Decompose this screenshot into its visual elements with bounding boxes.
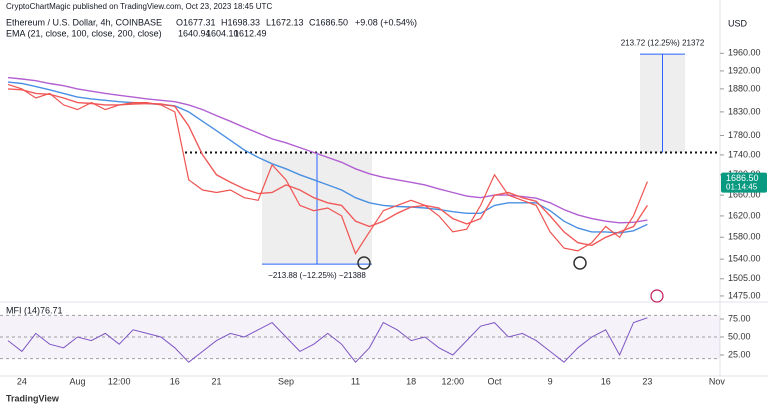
y-tick-label: 1920.00 [728,65,761,75]
footer: TradingView [6,393,60,403]
x-tick-label: 18 [406,376,416,386]
y-tick-label: 1580.00 [728,232,761,242]
series-line [7,83,648,255]
ema-title: EMA (21, close, 100, close, 200, close) [6,28,162,38]
y-tick-label: 1740.00 [728,149,761,159]
y-tick-label: 1880.00 [728,83,761,93]
x-tick-label: 9 [548,376,553,386]
ema-value: 1612.49 [234,28,267,38]
y-tick-label: 1505.00 [728,273,761,283]
close: C1686.50 [309,17,348,27]
y-tick-label: 1475.00 [728,290,761,300]
y-tick-label: 1620.00 [728,210,761,220]
high: H1698.33 [221,17,260,27]
y-tick-label: 1960.00 [728,48,761,58]
y-tick-label: 1830.00 [728,106,761,116]
marker [357,256,371,270]
ema-value: 1604.10 [206,28,239,38]
y-tick-label: 1660.00 [728,189,761,199]
currency: USD [728,18,748,28]
chart-title: Ethereum / U.S. Dollar, 4h, COINBASE [6,17,162,27]
x-tick-label: Nov [709,376,726,386]
publisher: CryptoChartMagic published on TradingVie… [6,2,272,11]
x-tick-label: 16 [601,376,611,386]
y-tick-label: 75.00 [728,313,751,323]
y-tick-label: 1780.00 [728,130,761,140]
countdown: 01:14:45 [726,183,758,192]
mfi-title: MFI (14) [6,305,40,315]
icon [650,289,664,303]
open: O1677.31 [176,17,216,27]
y-tick-label: 50.00 [728,331,751,341]
x-tick-label: 23 [642,376,652,386]
change: +9.08 (+0.54%) [355,17,417,27]
price-tag-label: 1686.50 [726,173,759,183]
series-line [7,317,648,363]
low: L1672.13 [266,17,304,27]
marker [573,256,587,270]
x-tick-label: Aug [69,376,85,386]
x-tick-label: 16 [170,376,180,386]
x-tick-label: 12:00 [108,376,131,386]
x-tick-label: 11 [351,376,360,386]
x-tick-label: 12:00 [442,376,465,386]
x-tick-label: 21 [211,376,221,386]
x-tick-label: 24 [17,376,27,386]
x-tick-label: Oct [487,376,502,386]
x-tick-label: Sep [278,376,294,386]
y-tick-label: 25.00 [728,349,751,359]
price-tag [721,172,767,193]
mfi-value: 76.71 [40,305,63,315]
series-line [7,88,648,247]
measure-label: 213.72 (12.25%) 21372 [621,38,705,47]
ema-value: 1640.94 [178,28,211,38]
series-line [7,76,648,224]
measure-label: −213.88 (−12.25%) −21388 [268,271,366,280]
y-tick-label: 1540.00 [728,254,761,264]
